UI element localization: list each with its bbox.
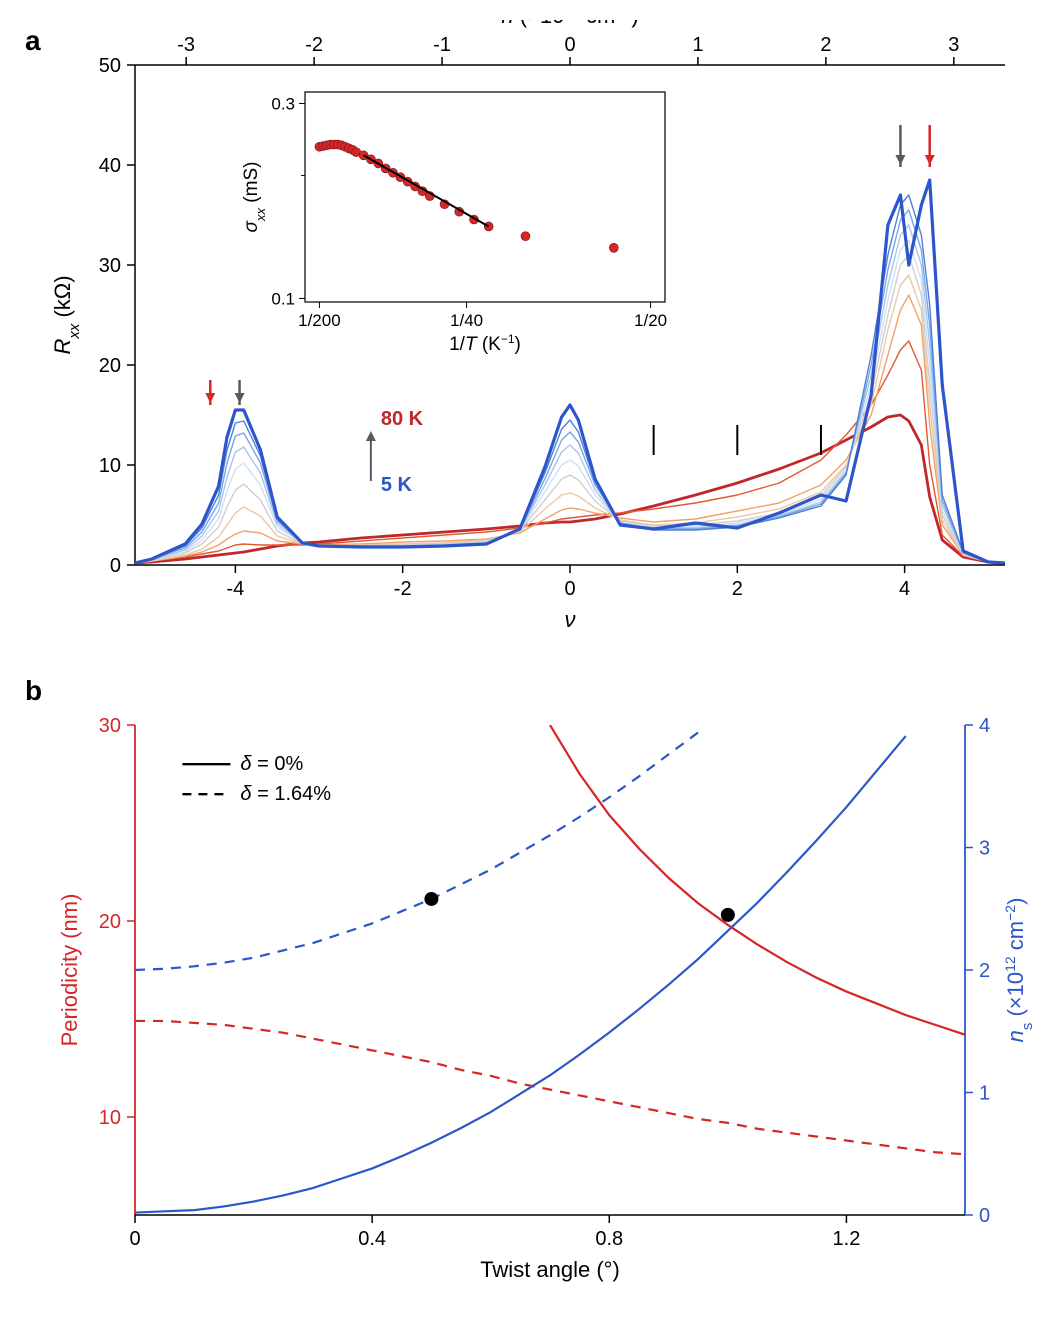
svg-text:30: 30 — [99, 715, 121, 737]
svg-text:1/200: 1/200 — [298, 311, 341, 330]
svg-text:1/20: 1/20 — [634, 311, 667, 330]
panel-b-label: b — [25, 675, 42, 707]
svg-text:0.3: 0.3 — [271, 94, 295, 113]
figure-svg: 01020304050-4-2024-3-2-10123Rxx (kΩ)νn (… — [20, 20, 1048, 1298]
svg-text:Periodicity (nm): Periodicity (nm) — [57, 894, 82, 1047]
svg-text:10: 10 — [99, 1107, 121, 1129]
svg-text:0: 0 — [110, 555, 121, 577]
svg-text:0: 0 — [129, 1228, 140, 1250]
svg-text:2: 2 — [979, 960, 990, 982]
svg-text:0.4: 0.4 — [358, 1228, 386, 1250]
svg-text:-2: -2 — [305, 34, 323, 56]
svg-text:1: 1 — [692, 34, 703, 56]
svg-text:0: 0 — [564, 34, 575, 56]
svg-text:4: 4 — [899, 578, 910, 600]
svg-text:3: 3 — [979, 838, 990, 860]
svg-text:-3: -3 — [177, 34, 195, 56]
svg-text:-4: -4 — [226, 578, 244, 600]
svg-text:80 K: 80 K — [381, 408, 424, 430]
svg-text:δ = 1.64%: δ = 1.64% — [240, 783, 331, 805]
svg-text:3: 3 — [948, 34, 959, 56]
svg-text:Rxx (kΩ): Rxx (kΩ) — [50, 275, 83, 354]
svg-text:1/T (K−1): 1/T (K−1) — [449, 332, 521, 355]
svg-text:10: 10 — [99, 455, 121, 477]
svg-text:2: 2 — [820, 34, 831, 56]
svg-text:0.1: 0.1 — [271, 289, 295, 308]
svg-text:4: 4 — [979, 715, 990, 737]
svg-text:40: 40 — [99, 155, 121, 177]
svg-text:50: 50 — [99, 55, 121, 77]
svg-text:-1: -1 — [433, 34, 451, 56]
svg-text:2: 2 — [732, 578, 743, 600]
svg-text:1.2: 1.2 — [833, 1228, 861, 1250]
svg-text:ν: ν — [565, 607, 576, 632]
svg-text:5 K: 5 K — [381, 474, 413, 496]
svg-text:1/40: 1/40 — [450, 311, 483, 330]
svg-text:-2: -2 — [394, 578, 412, 600]
panel-a-label: a — [25, 25, 41, 57]
svg-text:0.8: 0.8 — [595, 1228, 623, 1250]
svg-text:30: 30 — [99, 255, 121, 277]
svg-text:0: 0 — [564, 578, 575, 600]
svg-text:δ = 0%: δ = 0% — [240, 753, 303, 775]
svg-text:σxx (mS): σxx (mS) — [241, 162, 268, 233]
svg-text:20: 20 — [99, 355, 121, 377]
svg-text:0: 0 — [979, 1205, 990, 1227]
svg-text:n (×1012 cm−2): n (×1012 cm−2) — [501, 20, 638, 28]
svg-text:20: 20 — [99, 911, 121, 933]
svg-text:Twist angle (°): Twist angle (°) — [480, 1257, 620, 1282]
svg-text:1: 1 — [979, 1083, 990, 1105]
figure: a b 01020304050-4-2024-3-2-10123Rxx (kΩ)… — [20, 20, 1028, 1298]
svg-text:ns (×1012 cm−2): ns (×1012 cm−2) — [1002, 898, 1036, 1043]
